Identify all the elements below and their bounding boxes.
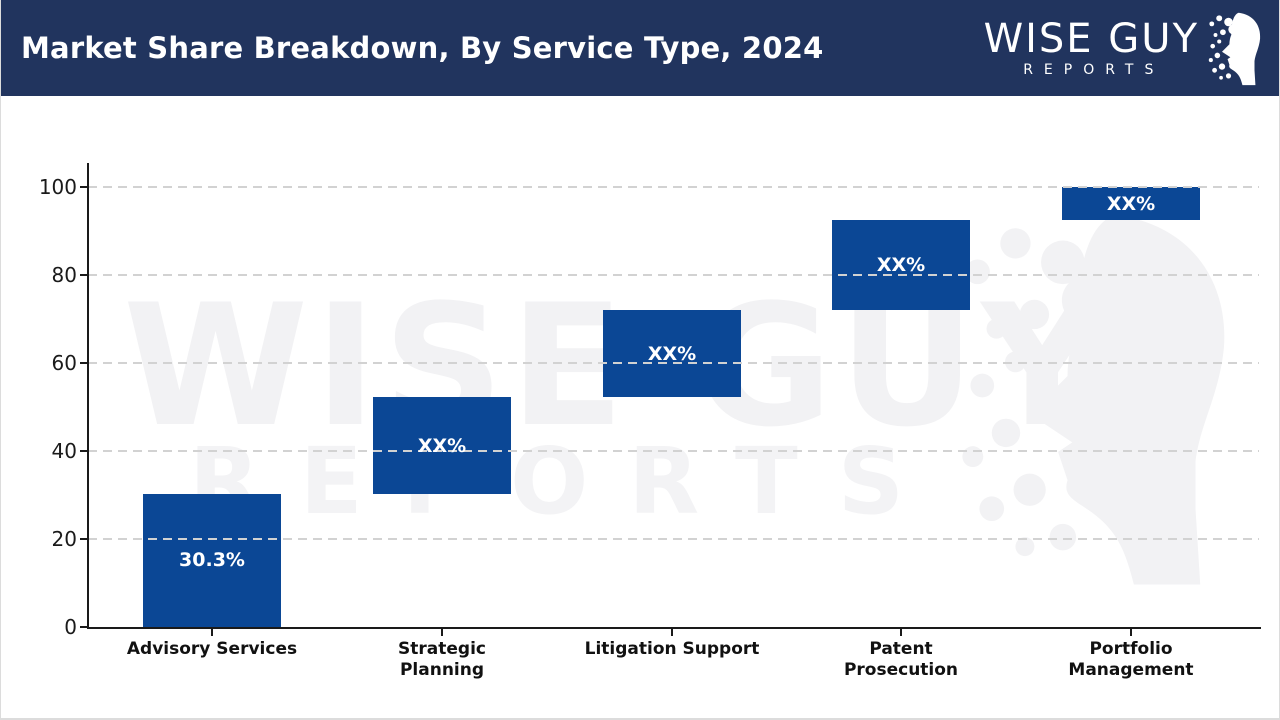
logo-subtext: REPORTS bbox=[1023, 62, 1165, 78]
wiseguy-head-icon bbox=[1208, 12, 1261, 86]
category-label-1: Strategic Planning bbox=[398, 639, 486, 680]
x-tick-mark-4 bbox=[1130, 629, 1132, 636]
bar-patent-prosecution bbox=[832, 220, 970, 311]
bar-value-label: XX% bbox=[1106, 192, 1156, 215]
bar-strategic-planning bbox=[373, 397, 511, 494]
wiseguy-logo-text: WISE GUY REPORTS bbox=[984, 18, 1199, 78]
y-tick-label-40: 40 bbox=[51, 439, 77, 463]
y-tick-mark-80 bbox=[80, 274, 88, 276]
bar-value-label: 30.3% bbox=[179, 549, 245, 572]
logo-wordmark: WISE GUY bbox=[983, 16, 1199, 62]
x-axis-line bbox=[87, 627, 1261, 629]
bar-value-label: XX% bbox=[417, 434, 467, 457]
page-title: Market Share Breakdown, By Service Type,… bbox=[21, 31, 824, 65]
x-tick-mark-2 bbox=[671, 629, 673, 636]
category-label-0: Advisory Services bbox=[126, 639, 298, 659]
bar-advisory-services bbox=[143, 493, 281, 627]
bar-value-label: XX% bbox=[647, 342, 697, 365]
bar-portfolio-management bbox=[1062, 187, 1200, 221]
gridline-80 bbox=[88, 274, 1259, 276]
y-tick-label-80: 80 bbox=[51, 263, 77, 287]
x-tick-mark-3 bbox=[900, 629, 902, 636]
gridline-20 bbox=[88, 538, 1259, 540]
y-tick-mark-40 bbox=[80, 450, 88, 452]
category-label-2: Litigation Support bbox=[584, 639, 760, 659]
y-tick-mark-20 bbox=[80, 538, 88, 540]
gridline-100 bbox=[88, 186, 1259, 188]
gridline-40 bbox=[88, 450, 1259, 452]
x-tick-mark-0 bbox=[211, 629, 213, 636]
bar-litigation-support bbox=[603, 310, 741, 398]
y-axis-line bbox=[87, 163, 89, 629]
y-tick-mark-100 bbox=[80, 186, 88, 188]
header-bar: Market Share Breakdown, By Service Type,… bbox=[1, 0, 1279, 96]
bar-value-label: XX% bbox=[876, 254, 926, 277]
y-tick-label-20: 20 bbox=[51, 527, 77, 551]
category-label-3: Patent Prosecution bbox=[843, 639, 959, 680]
y-tick-label-100: 100 bbox=[38, 175, 77, 199]
gridline-60 bbox=[88, 362, 1259, 364]
wiseguy-logo: WISE GUY REPORTS bbox=[984, 9, 1265, 87]
y-tick-mark-60 bbox=[80, 362, 88, 364]
y-tick-mark-0 bbox=[80, 626, 88, 628]
y-tick-label-60: 60 bbox=[51, 351, 77, 375]
y-tick-label-0: 0 bbox=[64, 615, 77, 639]
category-label-4: Portfolio Management bbox=[1068, 639, 1194, 680]
x-tick-mark-1 bbox=[441, 629, 443, 636]
